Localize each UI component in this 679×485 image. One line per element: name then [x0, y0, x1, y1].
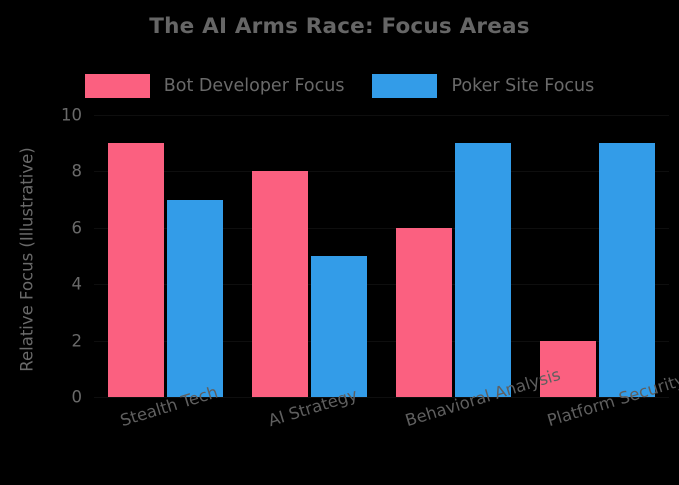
chart-legend: Bot Developer Focus Poker Site Focus	[0, 74, 679, 98]
bar[interactable]	[395, 227, 452, 397]
legend-item-bot-developer-focus[interactable]: Bot Developer Focus	[84, 74, 345, 98]
bar[interactable]	[167, 199, 224, 397]
bar[interactable]	[454, 143, 511, 397]
chart-title: The AI Arms Race: Focus Areas	[149, 14, 530, 39]
plot-area: 0 2 4 6 8 10	[61, 106, 669, 407]
bar[interactable]	[108, 143, 165, 397]
bar[interactable]	[598, 143, 655, 397]
y-axis-tick-label: 2	[71, 331, 83, 351]
gridline	[94, 284, 669, 286]
y-axis-tick-label: 6	[71, 218, 83, 238]
gridline	[94, 171, 669, 173]
y-axis-label: Relative Focus (Illustrative)	[17, 147, 37, 372]
y-axis-tick-label: 4	[71, 274, 83, 294]
bar[interactable]	[311, 256, 368, 397]
bar[interactable]	[539, 340, 596, 397]
gridline	[94, 115, 669, 116]
legend-label-bot-developer-focus: Bot Developer Focus	[163, 76, 345, 96]
legend-item-poker-site-focus[interactable]: Poker Site Focus	[372, 74, 594, 98]
legend-label-poker-site-focus: Poker Site Focus	[451, 76, 595, 96]
legend-swatch-blue	[372, 74, 438, 98]
bar[interactable]	[252, 171, 309, 397]
gridline	[94, 340, 669, 342]
y-axis-tick-label: 8	[71, 161, 83, 181]
gridline	[94, 397, 669, 398]
legend-swatch-pink	[84, 74, 150, 98]
y-axis-tick-label: 10	[61, 105, 82, 125]
y-axis-tick-label: 0	[71, 387, 83, 407]
gridline	[94, 227, 669, 229]
